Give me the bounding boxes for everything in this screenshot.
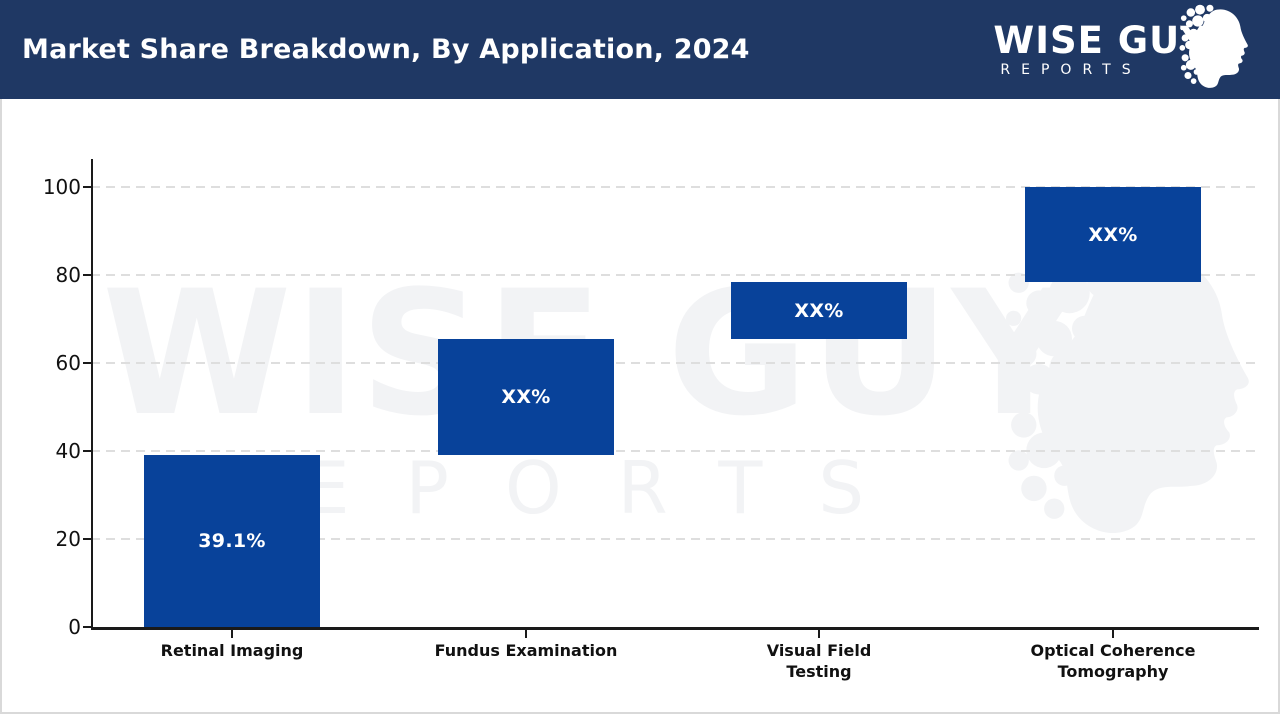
bar-optical-coherence-tomography: XX% [1025,187,1201,283]
logo-subtitle: REPORTS [1000,61,1142,78]
y-tick-0 [83,626,91,628]
wiseguy-face-icon [1174,4,1260,96]
x-tick-0 [231,630,233,638]
y-axis-line [91,159,93,630]
x-axis-line [91,627,1259,630]
header-bar: Market Share Breakdown, By Application, … [0,0,1280,99]
y-tick-label-80: 80 [55,263,81,287]
y-tick-label-100: 100 [42,175,81,199]
y-tick-100 [83,186,91,188]
y-tick-40 [83,450,91,452]
x-category-label: Visual Field Testing [766,641,872,681]
y-tick-label-60: 60 [55,351,81,375]
wiseguy-logo-text: WISE GUY REPORTS [993,22,1208,78]
y-tick-label-40: 40 [55,439,81,463]
bar-value-label: 39.1% [198,529,266,552]
gridline-80 [91,274,1259,276]
bar-value-label: XX% [1088,223,1138,246]
y-tick-label-20: 20 [55,527,81,551]
x-category-label: Retinal Imaging [160,641,304,660]
bar-retinal-imaging: 39.1% [144,454,320,627]
bar-value-label: XX% [501,386,551,409]
bar-visual-field-testing: XX% [731,282,907,340]
bar-fundus-examination: XX% [438,339,614,455]
y-tick-60 [83,362,91,364]
gridline-100 [91,186,1259,188]
x-tick-2 [818,630,820,638]
x-category-label: Fundus Examination [434,641,618,660]
y-tick-80 [83,274,91,276]
y-tick-20 [83,538,91,540]
chart-panel: WISE GUY REPORTS 0 20 40 60 80 100 39.1% Retina… [0,99,1280,714]
logo-wordmark: WISE GUY [993,18,1208,62]
gridline-40 [91,450,1259,452]
page-title: Market Share Breakdown, By Application, … [22,34,750,65]
y-tick-label-0: 0 [68,615,81,639]
gridline-20 [91,538,1259,540]
bar-value-label: XX% [794,299,844,322]
gridline-60 [91,362,1259,364]
plot-area: 0 20 40 60 80 100 39.1% Retinal Imaging XX% Fundu… [2,99,1278,712]
x-tick-3 [1112,630,1114,638]
wiseguy-logo: WISE GUY REPORTS [993,4,1260,96]
x-category-label: Optical Coherence Tomography [1030,641,1196,681]
x-tick-1 [525,630,527,638]
